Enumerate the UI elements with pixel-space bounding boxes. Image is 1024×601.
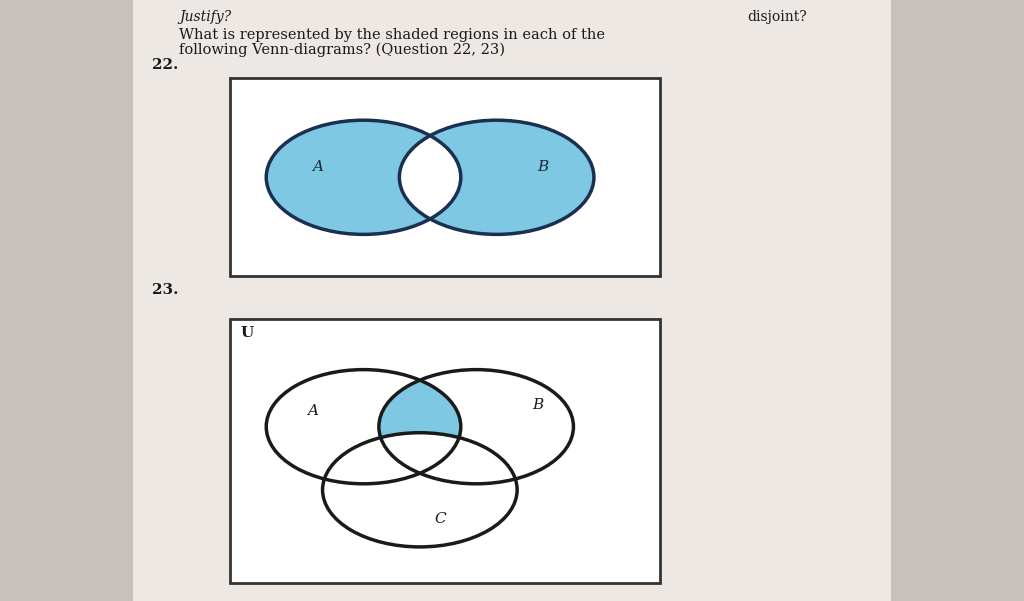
Text: A: A [307, 404, 317, 418]
Text: B: B [532, 398, 543, 412]
Text: A: A [312, 160, 323, 174]
Text: following Venn-diagrams? (Question 22, 23): following Venn-diagrams? (Question 22, 2… [179, 43, 505, 57]
Text: disjoint?: disjoint? [748, 10, 807, 24]
Text: U: U [241, 326, 254, 340]
Text: C: C [434, 512, 446, 526]
Text: 22.: 22. [152, 58, 178, 72]
Bar [133, 0, 891, 601]
Text: B: B [538, 160, 548, 174]
Bar [230, 319, 660, 583]
Text: Justify?: Justify? [179, 10, 231, 24]
Text: 23.: 23. [152, 284, 178, 297]
Text: What is represented by the shaded regions in each of the: What is represented by the shaded region… [179, 28, 605, 42]
Bar [230, 78, 660, 276]
